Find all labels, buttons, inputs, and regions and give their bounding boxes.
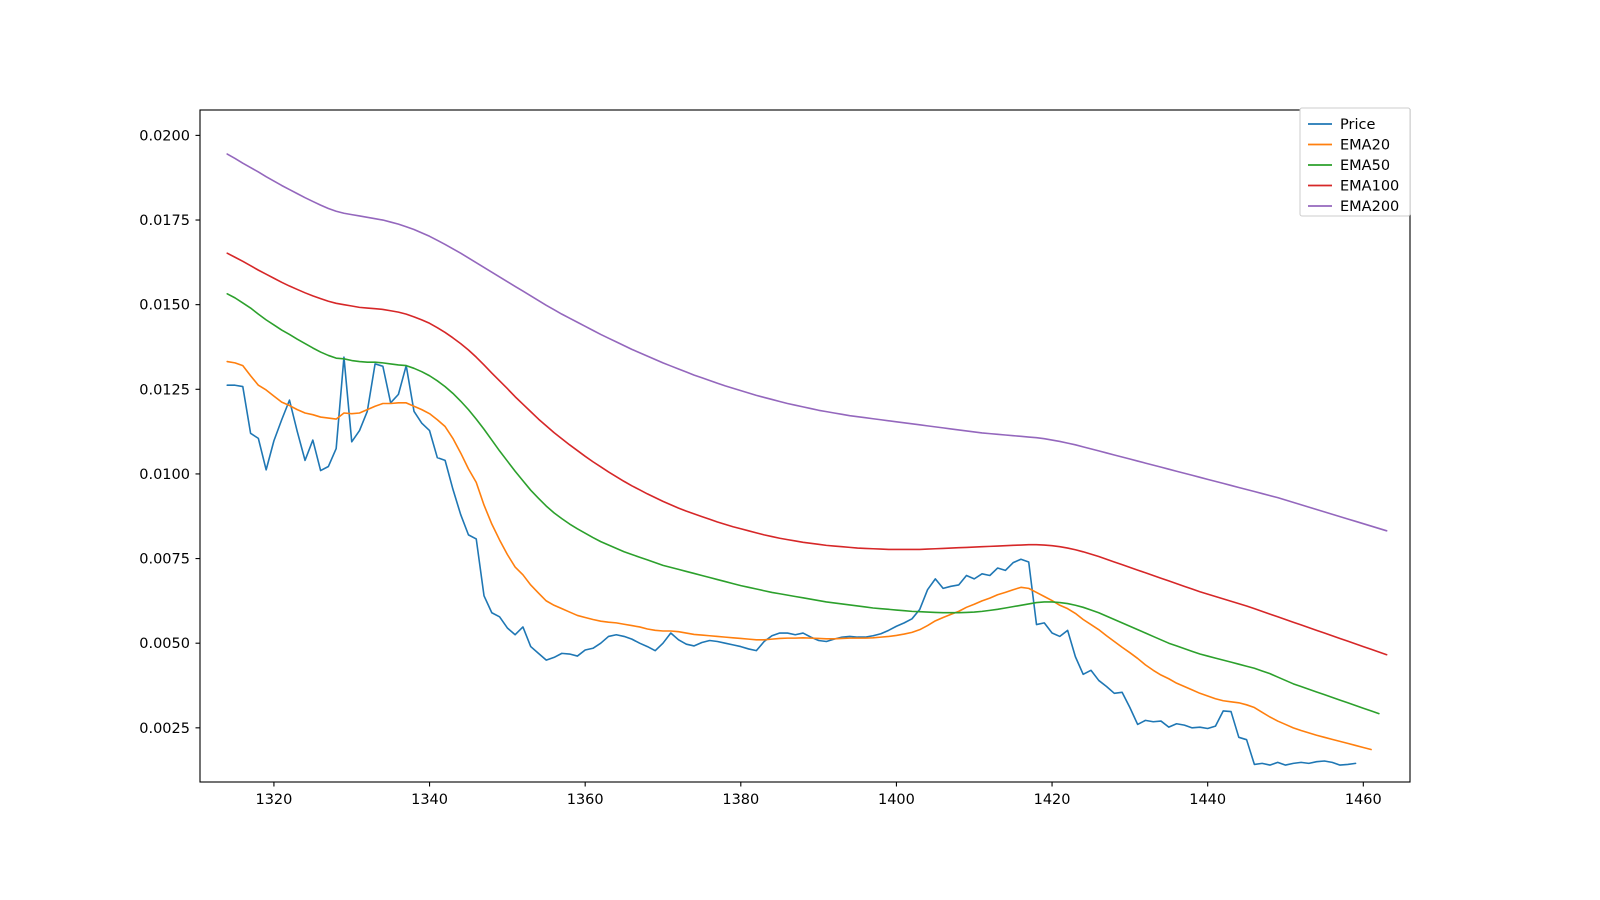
y-tick-label: 0.0200 bbox=[139, 128, 190, 144]
x-tick-label: 1360 bbox=[567, 792, 604, 808]
y-tick-label: 0.0100 bbox=[139, 467, 190, 483]
y-tick-label: 0.0050 bbox=[139, 636, 190, 652]
legend-label-ema20[interactable]: EMA20 bbox=[1340, 138, 1390, 154]
series-line-ema50 bbox=[226, 293, 1380, 715]
x-tick-label: 1420 bbox=[1034, 792, 1071, 808]
axes-spines bbox=[199, 109, 1411, 783]
series-layer bbox=[226, 153, 1388, 766]
legend-label-ema100[interactable]: EMA100 bbox=[1340, 179, 1399, 195]
legend-label-price[interactable]: Price bbox=[1340, 117, 1375, 133]
axis-ticks: 1320 1340 1360 1380 1400 1420 1440 1460 0.0025 0.… bbox=[139, 128, 1382, 808]
legend-label-ema200[interactable]: EMA200 bbox=[1340, 199, 1399, 215]
chart-legend[interactable]: Price EMA20 EMA50 EMA100 EMA200 bbox=[1299, 107, 1411, 217]
legend-background bbox=[1299, 107, 1411, 217]
series-line-price bbox=[226, 356, 1357, 766]
x-tick-label: 1460 bbox=[1345, 792, 1382, 808]
series-line-ema100 bbox=[226, 252, 1388, 656]
y-tick-label: 0.0125 bbox=[139, 382, 190, 398]
x-tick-label: 1340 bbox=[411, 792, 448, 808]
y-tick-label: 0.0175 bbox=[139, 213, 190, 229]
series-line-ema20 bbox=[226, 360, 1372, 751]
x-tick-label: 1440 bbox=[1189, 792, 1226, 808]
y-tick-label: 0.0150 bbox=[139, 298, 190, 314]
legend-label-ema50[interactable]: EMA50 bbox=[1340, 158, 1390, 174]
x-tick-label: 1400 bbox=[878, 792, 915, 808]
plot-area-border bbox=[199, 109, 1411, 783]
x-tick-label: 1380 bbox=[722, 792, 759, 808]
y-tick-label: 0.0025 bbox=[139, 721, 190, 737]
series-line-ema200 bbox=[226, 153, 1388, 532]
x-tick-label: 1320 bbox=[255, 792, 292, 808]
y-tick-label: 0.0075 bbox=[139, 552, 190, 568]
